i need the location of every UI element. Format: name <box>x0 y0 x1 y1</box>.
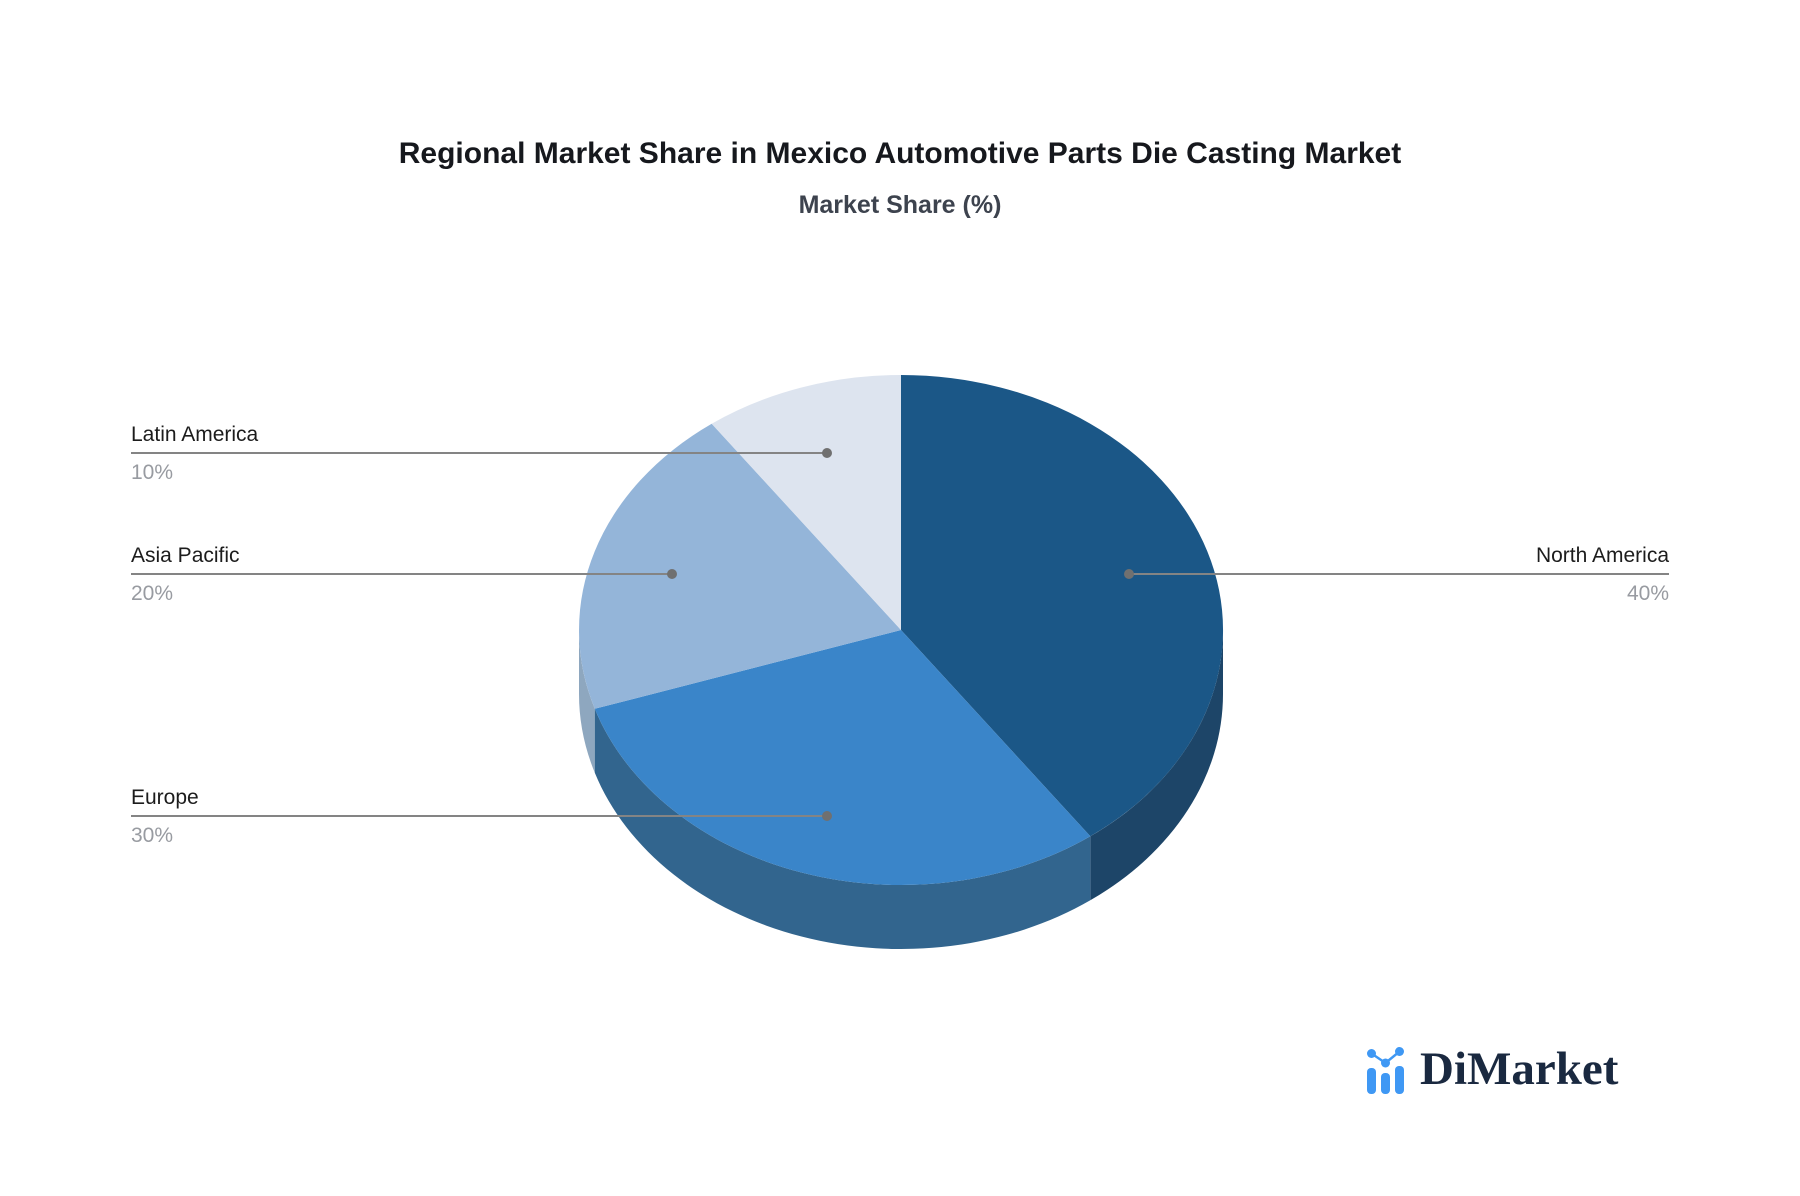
slice-label-north-america: North America <box>1535 544 1669 567</box>
leader-dot-europe <box>822 811 832 821</box>
leader-dot-asia-pacific <box>667 569 677 579</box>
leader-dot-north-america <box>1124 569 1134 579</box>
chart-subtitle: Market Share (%) <box>798 191 1002 219</box>
slice-pct-europe: 30% <box>131 824 174 847</box>
slice-label-europe: Europe <box>131 786 199 809</box>
slice-label-latin-america: Latin America <box>131 423 259 446</box>
pie-slice-europe[interactable] <box>594 630 1091 885</box>
pie-slice-north-america[interactable] <box>901 375 1224 837</box>
chart-title: Regional Market Share in Mexico Automoti… <box>398 137 1402 170</box>
leader-lines <box>131 452 1669 817</box>
slice-pct-asia-pacific: 20% <box>131 582 174 605</box>
slice-pct-north-america: 40% <box>1626 582 1669 605</box>
slice-label-asia-pacific: Asia Pacific <box>131 544 240 567</box>
pie-slice-asia-pacific[interactable] <box>579 423 901 709</box>
brand-logo: DiMarket <box>1362 1040 1722 1110</box>
leader-dots <box>667 448 1134 821</box>
leader-dot-latin-america <box>822 448 832 458</box>
pie-side-north-america <box>1090 630 1223 901</box>
pie-slice-latin-america[interactable] <box>711 375 901 630</box>
pie-side-europe <box>594 708 1091 949</box>
brand-logo-text: DiMarket <box>1420 1043 1619 1095</box>
bar-line-chart-icon <box>1367 1047 1404 1094</box>
pie-side-asia-pacific <box>579 630 595 773</box>
slice-pct-latin-america: 10% <box>131 461 174 484</box>
